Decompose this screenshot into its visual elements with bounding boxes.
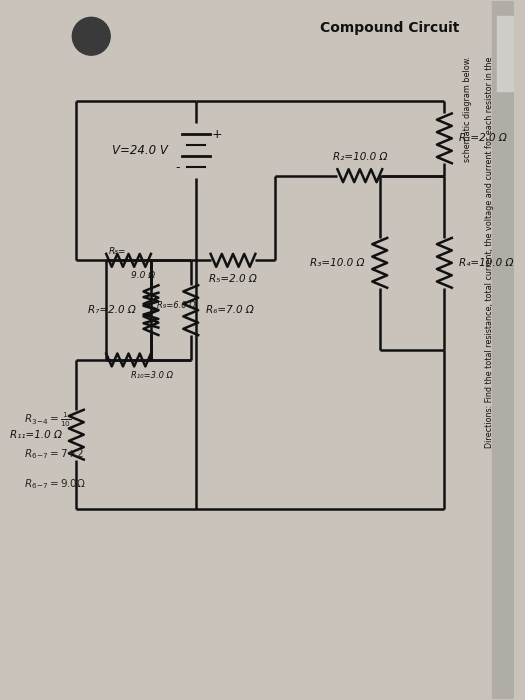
Text: R₈=: R₈=	[109, 247, 126, 256]
Text: R₁=2.0 Ω: R₁=2.0 Ω	[459, 133, 507, 144]
Bar	[491, 1, 514, 699]
Text: R₉=6.0 Ω: R₉=6.0 Ω	[157, 301, 195, 309]
Text: R₅=2.0 Ω: R₅=2.0 Ω	[209, 274, 257, 284]
Text: $R_{3\!-\!4}=\frac{1}{10}$: $R_{3\!-\!4}=\frac{1}{10}$	[24, 410, 71, 429]
Text: Directions: Find the total resistance, total current, the voltage and current fo: Directions: Find the total resistance, t…	[485, 56, 494, 447]
Text: R₁₁=1.0 Ω: R₁₁=1.0 Ω	[9, 430, 61, 440]
Text: R₃=10.0 Ω: R₃=10.0 Ω	[310, 258, 365, 268]
Text: Compound Circuit: Compound Circuit	[320, 21, 459, 35]
Circle shape	[72, 18, 110, 55]
Bar	[497, 16, 514, 91]
Text: R₂=10.0 Ω: R₂=10.0 Ω	[333, 152, 387, 162]
Text: V=24.0 V: V=24.0 V	[112, 144, 169, 158]
Text: 9.0 Ω: 9.0 Ω	[131, 272, 155, 280]
Text: schematic diagram below.: schematic diagram below.	[463, 56, 472, 162]
Text: R₄=10.0 Ω: R₄=10.0 Ω	[459, 258, 513, 268]
Text: R₆=7.0 Ω: R₆=7.0 Ω	[206, 305, 254, 315]
Text: R₇=2.0 Ω: R₇=2.0 Ω	[88, 305, 136, 315]
Text: $R_{6\!-\!7}=9.0\Omega$: $R_{6\!-\!7}=9.0\Omega$	[24, 477, 86, 491]
Text: +: +	[212, 128, 222, 141]
Text: $R_{6\!-\!7}=7\!+\!2$: $R_{6\!-\!7}=7\!+\!2$	[24, 448, 83, 461]
Text: -: -	[175, 161, 180, 174]
Text: R₁₀=3.0 Ω: R₁₀=3.0 Ω	[131, 371, 173, 380]
